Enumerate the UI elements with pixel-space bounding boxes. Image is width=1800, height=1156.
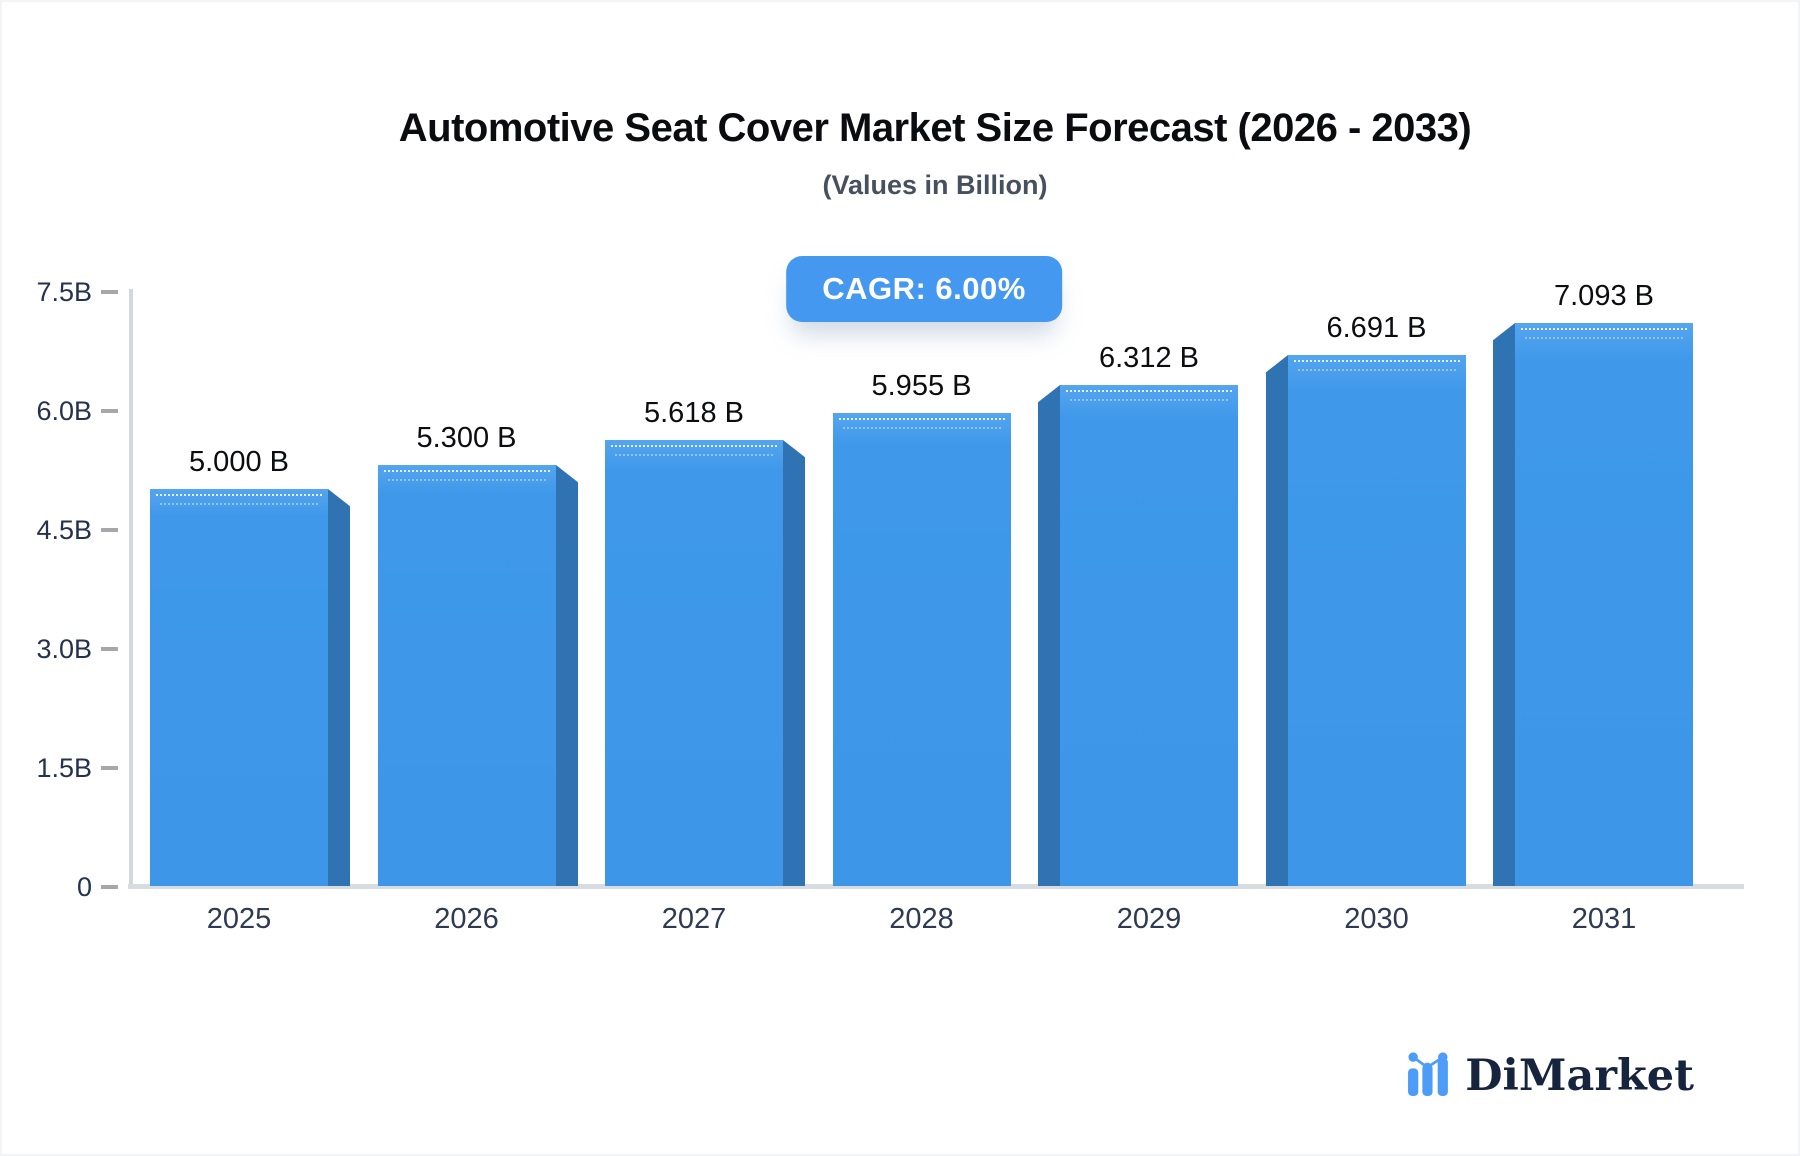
x-axis-label-2030: 2030 [1344, 903, 1409, 935]
y-tick-dash [101, 408, 118, 413]
bar-value-label: 5.300 B [416, 422, 517, 455]
bar-2030[interactable] [1287, 354, 1466, 886]
bar-value-label: 5.955 B [871, 370, 972, 403]
bar-side-panel [328, 489, 350, 886]
bar-chart-logo-icon [1408, 1052, 1449, 1096]
bar-side-panel [555, 465, 578, 886]
y-tick-label: 6.0B [36, 395, 92, 426]
x-axis-label-2025: 2025 [206, 903, 272, 935]
bar-value-label: 5.000 B [189, 446, 289, 478]
chart-subtitle: (Values in Billion) [822, 170, 1048, 200]
x-axis-label-2029: 2029 [1116, 903, 1182, 935]
bar-2029[interactable] [1060, 384, 1238, 886]
y-axis-line [129, 289, 133, 887]
bar-value-label: 5.618 B [644, 396, 744, 429]
y-tick-label: 0 [76, 872, 92, 902]
y-tick-label: 3.0B [36, 633, 92, 664]
chart-title: Automotive Seat Cover Market Size Foreca… [398, 106, 1472, 150]
y-tick-dash [101, 765, 118, 770]
x-axis-label-2028: 2028 [889, 903, 954, 935]
bar-2031[interactable] [1515, 322, 1693, 886]
x-axis-label-2026: 2026 [434, 903, 499, 935]
bar-side-panel [1493, 322, 1515, 886]
y-tick-dash [101, 527, 118, 532]
y-tick-dash [101, 885, 118, 889]
y-tick-label: 4.5B [36, 514, 92, 545]
brand-logo: DiMarket [1406, 1051, 1694, 1098]
cagr-badge: CAGR: 6.00% [786, 256, 1062, 322]
bars-layer [150, 322, 1693, 886]
x-axis-line [128, 884, 1744, 889]
y-tick-dash [101, 646, 118, 651]
brand-name: DiMarket [1465, 1051, 1694, 1101]
bar-2028[interactable] [832, 413, 1011, 886]
x-axis-label-2031: 2031 [1571, 903, 1637, 935]
bar-2027[interactable] [605, 439, 783, 886]
bar-side-panel [1038, 384, 1060, 886]
x-axis-label-2027: 2027 [661, 903, 727, 935]
y-tick-dash [101, 289, 118, 294]
bar-2026[interactable] [377, 465, 556, 886]
y-tick-label: 7.5B [36, 276, 92, 307]
bar-value-label: 6.312 B [1099, 341, 1199, 374]
y-tick-label: 1.5B [36, 752, 92, 783]
bar-side-panel [1265, 354, 1288, 886]
bar-value-label: 7.093 B [1554, 279, 1654, 312]
bar-side-panel [783, 439, 805, 886]
bar-2025[interactable] [150, 489, 328, 886]
bar-value-label: 6.691 B [1326, 311, 1427, 344]
